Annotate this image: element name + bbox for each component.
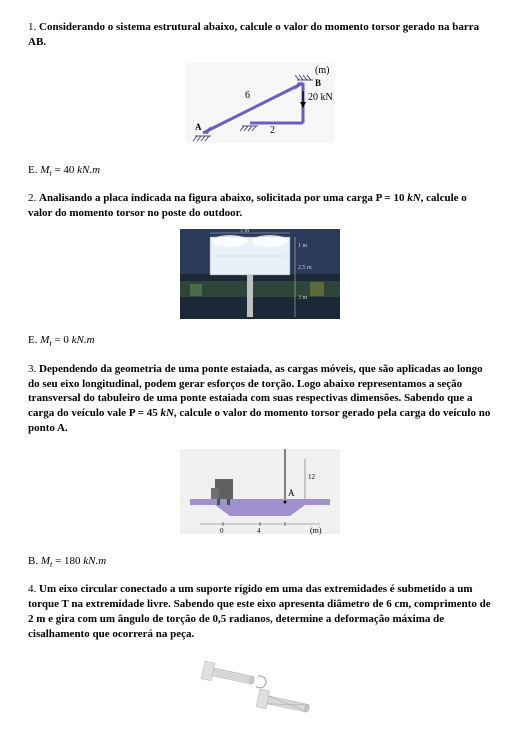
q3-cab <box>211 488 219 499</box>
q3-w2 <box>227 499 230 505</box>
q2-ans-letter: E. <box>28 334 37 346</box>
q1-ans-sub: t <box>49 169 51 178</box>
q4-num: 4. <box>28 583 36 595</box>
q3-ans-letter: B. <box>28 555 38 567</box>
q3-text: 3. Dependendo da geometria de uma ponte … <box>28 362 492 436</box>
q4-bg <box>185 649 335 719</box>
q3-ans-unit: kN.m <box>83 555 106 567</box>
q1-ans-letter: E. <box>28 164 37 176</box>
q1-m-label: (m) <box>315 65 329 76</box>
q2-light2 <box>252 235 288 247</box>
question-1: 1. Considerando o sistema estrutural aba… <box>28 20 492 153</box>
q3-ans-sub: t <box>50 560 52 569</box>
q2-light1 <box>212 235 248 247</box>
q3-dimv-label: 12 <box>308 473 316 481</box>
q2-body1: Analisando a placa indicada na figura ab… <box>39 192 407 204</box>
q2-answer: E. Mt = 0 kN.m <box>28 333 492 349</box>
q4-figure <box>28 649 492 724</box>
q3-a-point <box>284 500 287 503</box>
q2-bld1 <box>190 284 202 296</box>
q2-ans-unit: kN.m <box>72 334 95 346</box>
q2-ans-val: = 0 <box>54 334 68 346</box>
q1-a-label: A <box>195 122 202 132</box>
q3-deck <box>190 499 330 505</box>
q4-body: Um eixo circular conectado a um suporte … <box>28 583 491 640</box>
q2-kn: kN <box>407 192 420 204</box>
q2-d2: 2.5 m <box>298 265 312 271</box>
q3-m-label: (m) <box>310 526 322 535</box>
q2-d3: 3 m <box>298 295 308 301</box>
q2-ans-sub: t <box>49 340 51 349</box>
q3-answer: B. Mt = 180 kN.m <box>28 554 492 570</box>
q1-load-label: 20 kN <box>308 92 333 103</box>
q1-ans-val: = 40 <box>54 164 74 176</box>
q1-two: 2 <box>270 125 275 136</box>
q2-bld2 <box>310 282 324 296</box>
q1-body: Considerando o sistema estrutural abaixo… <box>28 21 479 48</box>
q1-ans-unit: kN.m <box>77 164 100 176</box>
q3-figure: A 12 0 4 (m) <box>28 444 492 544</box>
q1-num: 1. <box>28 21 36 33</box>
q3-kn: kN <box>160 407 173 419</box>
q3-n0: 0 <box>220 527 224 535</box>
q2-dt: 5 m <box>240 229 250 234</box>
q2-figure: 1 m 2.5 m 3 m 5 m <box>28 229 492 324</box>
q2-d1: 1 m <box>298 243 308 249</box>
q3-ans-var: M <box>41 555 50 567</box>
q3-w1 <box>217 499 220 505</box>
q3-bg <box>180 449 340 534</box>
q2-post <box>247 275 253 317</box>
q3-girder <box>215 505 305 516</box>
q1-b-label: B <box>315 78 321 88</box>
q3-n1: 4 <box>257 527 261 535</box>
q3-num: 3. <box>28 363 36 375</box>
question-4: 4. Um eixo circular conectado a um supor… <box>28 582 492 724</box>
q4-text: 4. Um eixo circular conectado a um supor… <box>28 582 492 641</box>
q3-ans-val: = 180 <box>55 555 80 567</box>
q2-num: 2. <box>28 192 36 204</box>
q1-answer: E. Mt = 40 kN.m <box>28 163 492 179</box>
q2-text: 2. Analisando a placa indicada na figura… <box>28 191 492 221</box>
question-3: 3. Dependendo da geometria de uma ponte … <box>28 362 492 544</box>
q3-a-label: A <box>288 488 295 498</box>
q1-six: 6 <box>245 90 250 101</box>
q1-text: 1. Considerando o sistema estrutural aba… <box>28 20 492 50</box>
question-2: 2. Analisando a placa indicada na figura… <box>28 191 492 324</box>
q1-figure: (m) 6 2 20 kN A <box>28 58 492 153</box>
